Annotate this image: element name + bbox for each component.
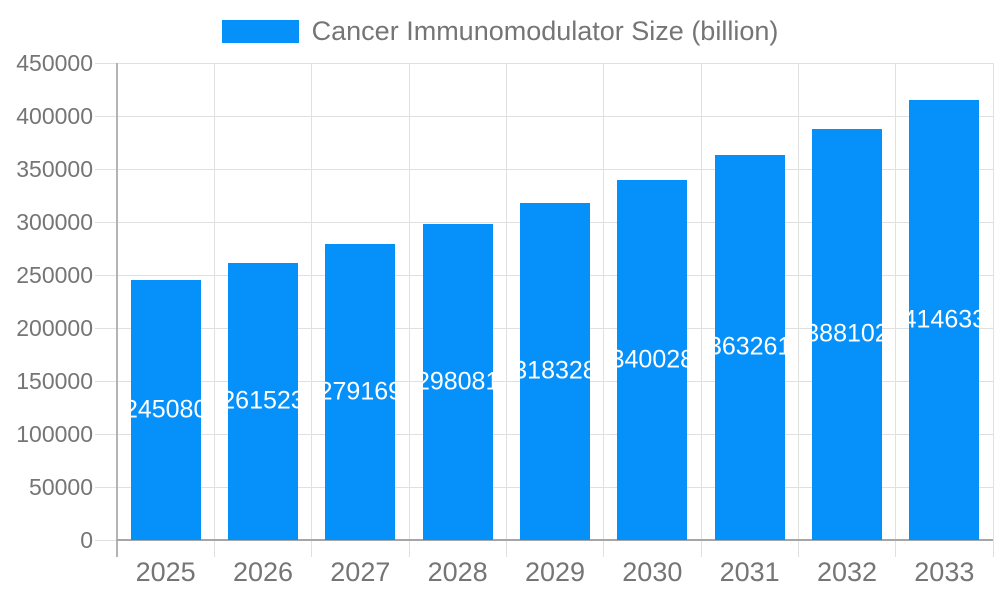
y-axis-label: 300000: [16, 209, 93, 235]
legend-label: Cancer Immunomodulator Size (billion): [311, 16, 779, 46]
legend[interactable]: Cancer Immunomodulator Size (billion): [0, 17, 1000, 45]
bar-value-label: 318328: [520, 356, 590, 385]
bar[interactable]: 414633: [909, 100, 980, 540]
bar[interactable]: 363261: [714, 154, 785, 540]
y-axis-tick: [95, 434, 117, 435]
bar[interactable]: 298081: [422, 224, 493, 540]
gridline: [117, 63, 993, 64]
bar-value-label: 279169: [325, 377, 396, 406]
bar-value-label: 245080: [130, 395, 201, 424]
y-axis-tick: [95, 487, 117, 488]
gridline: [117, 116, 993, 117]
x-axis-label: 2033: [914, 557, 975, 587]
bar[interactable]: 340028: [617, 179, 688, 540]
x-axis-label: 2031: [719, 557, 780, 587]
bar[interactable]: 318328: [520, 202, 590, 540]
bar-value-label: 340028: [617, 345, 688, 374]
category-separator: [895, 63, 897, 557]
bar-value-label: 298081: [422, 367, 493, 396]
x-axis-line: [117, 539, 993, 541]
bar[interactable]: 279169: [325, 244, 396, 540]
x-axis-label: 2029: [524, 557, 586, 587]
category-separator: [505, 63, 507, 557]
x-axis-label: 2026: [232, 557, 294, 587]
y-axis-tick: [95, 275, 117, 276]
y-axis-tick: [95, 222, 117, 223]
x-axis-label: 2027: [330, 557, 391, 587]
bar-value-label: 363261: [714, 332, 785, 361]
bar-value-label: 414633: [909, 305, 980, 334]
y-axis-label: 450000: [16, 50, 93, 76]
x-axis-label: 2028: [427, 557, 488, 587]
legend-color-swatch-icon: [221, 19, 299, 43]
category-separator: [603, 63, 605, 557]
y-axis-tick: [95, 381, 117, 382]
bar-value-label: 261523: [228, 386, 298, 415]
x-axis-label: 2030: [622, 557, 683, 587]
y-axis-tick: [95, 169, 117, 170]
x-axis-label: 2032: [816, 557, 878, 587]
y-axis-label: 400000: [16, 103, 93, 129]
y-axis-label: 250000: [16, 262, 93, 288]
y-axis-tick: [95, 63, 117, 64]
y-axis-label: 0: [80, 527, 93, 553]
gridline: [117, 169, 993, 170]
bar-value-label: 388102: [812, 319, 882, 348]
category-separator: [311, 63, 313, 557]
category-separator: [213, 63, 215, 557]
y-axis-label: 200000: [16, 315, 93, 341]
y-axis-tick: [95, 540, 117, 541]
bar[interactable]: 261523: [228, 262, 298, 540]
category-separator: [408, 63, 410, 557]
y-axis-label: 150000: [16, 368, 93, 394]
category-separator: [797, 63, 799, 557]
y-axis-label: 350000: [16, 156, 93, 182]
x-axis-label: 2025: [135, 557, 196, 587]
y-axis-label: 100000: [16, 421, 93, 447]
y-axis-label: 50000: [29, 474, 93, 500]
bar[interactable]: 388102: [812, 128, 882, 540]
y-axis-tick: [95, 328, 117, 329]
y-axis-line: [116, 63, 118, 557]
category-separator: [700, 63, 702, 557]
bar[interactable]: 245080: [130, 280, 201, 540]
category-separator: [992, 63, 994, 557]
y-axis-tick: [95, 116, 117, 117]
